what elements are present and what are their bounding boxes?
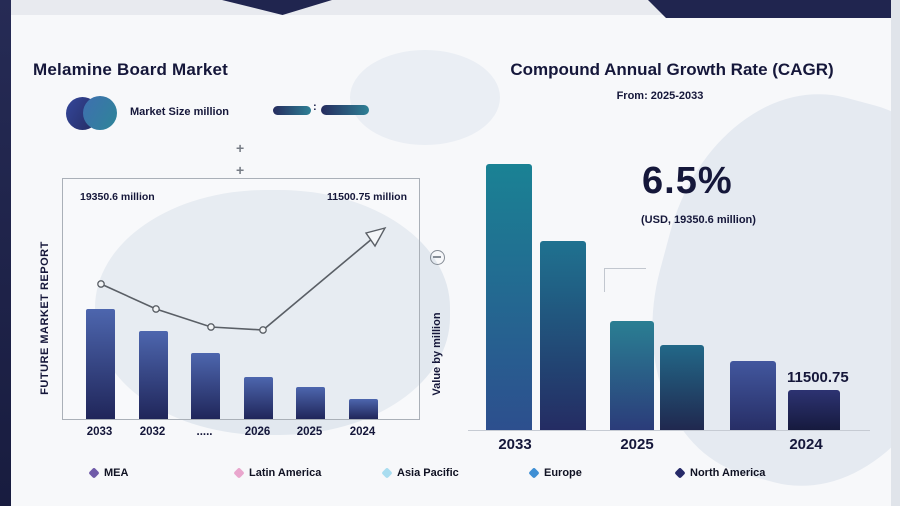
right-axis-label: 2033 <box>498 436 532 453</box>
sphere-right-half <box>83 96 117 130</box>
market-size-bar-2026 <box>244 377 273 419</box>
cagr-bar-2025-series-2 <box>660 345 704 430</box>
legend-dot <box>381 467 393 479</box>
market-size-chart: 19350.6 million 11500.75 million <box>62 178 420 420</box>
market-size-bars <box>63 179 419 419</box>
left-x-axis: 2033 2032..... 2026 2025 2024 <box>62 426 420 442</box>
left-axis-label: 2032 <box>139 426 166 438</box>
gradient-pill-decoration <box>321 105 369 115</box>
market-size-bar-..... <box>191 353 220 419</box>
right-axis-label: 2024 <box>789 436 823 453</box>
step-line-decoration <box>604 268 646 292</box>
right-axis-label: 2025 <box>620 436 654 453</box>
cagr-bar-2033-series-2 <box>540 241 586 430</box>
background-blob-right <box>614 62 900 506</box>
legend-item-mea: MEA <box>88 467 129 479</box>
legend-label: MEA <box>104 467 129 479</box>
left-axis-label: 2024 <box>349 426 376 438</box>
plus-mark: + <box>236 162 245 178</box>
left-edge-bar <box>0 0 11 506</box>
market-size-legend-label: Market Size million <box>130 106 230 118</box>
plus-mark: + <box>236 140 245 156</box>
pill-separator: : <box>313 101 317 113</box>
market-size-bar-2024 <box>349 399 378 419</box>
right-panel-title: Compound Annual Growth Rate (CAGR) <box>510 60 834 79</box>
cagr-bar-2024-series-2 <box>788 390 840 430</box>
legend-label: North America <box>690 467 766 479</box>
cagr-bar-2033-series-1 <box>486 164 532 430</box>
right-chart-baseline <box>468 430 870 431</box>
value-annotation-2024: 11500.75 <box>787 369 849 386</box>
left-axis-label: ..... <box>196 426 213 438</box>
future-market-report-watermark: FUTURE MARKET REPORT <box>39 241 51 395</box>
legend-item-asia-pacific: Asia Pacific <box>381 467 459 479</box>
left-axis-label: 2033 <box>86 426 113 438</box>
left-axis-label: 2025 <box>296 426 323 438</box>
legend-item-latin-america: Latin America <box>233 467 322 479</box>
legend-dot <box>674 467 686 479</box>
legend-label: Europe <box>544 467 582 479</box>
background-blob-top <box>350 50 500 145</box>
gradient-pill-decoration <box>273 106 311 115</box>
legend-item-north-america: North America <box>674 467 766 479</box>
market-size-bar-2025 <box>296 387 325 419</box>
left-panel-title: Melamine Board Market <box>33 60 229 79</box>
cagr-bar-2025-series-1 <box>610 321 654 430</box>
legend-dot <box>88 467 100 479</box>
legend-label: Latin America <box>249 467 322 479</box>
cagr-note: (USD, 19350.6 million) <box>641 214 756 226</box>
legend-dot <box>528 467 540 479</box>
right-edge-bar <box>891 0 900 506</box>
chart-value-2024: 11500.75 million <box>327 191 407 203</box>
chart-value-2033: 19350.6 million <box>80 191 155 203</box>
market-size-bar-2032 <box>139 331 168 419</box>
market-size-icon <box>66 96 118 130</box>
trend-line-arrow <box>97 226 387 334</box>
top-right-corner-band <box>648 0 900 18</box>
left-axis-label: 2026 <box>244 426 271 438</box>
legend-label: Asia Pacific <box>397 467 459 479</box>
legend-dot <box>233 467 245 479</box>
circle-minus-icon <box>430 250 445 265</box>
market-size-bar-2033 <box>86 309 115 419</box>
cagr-period: From: 2025-2033 <box>616 90 704 102</box>
cagr-value: 6.5% <box>642 160 733 202</box>
legend-item-europe: Europe <box>528 467 582 479</box>
cagr-bar-2024-series-1 <box>730 361 776 430</box>
value-axis-label: Value by million <box>431 312 443 396</box>
